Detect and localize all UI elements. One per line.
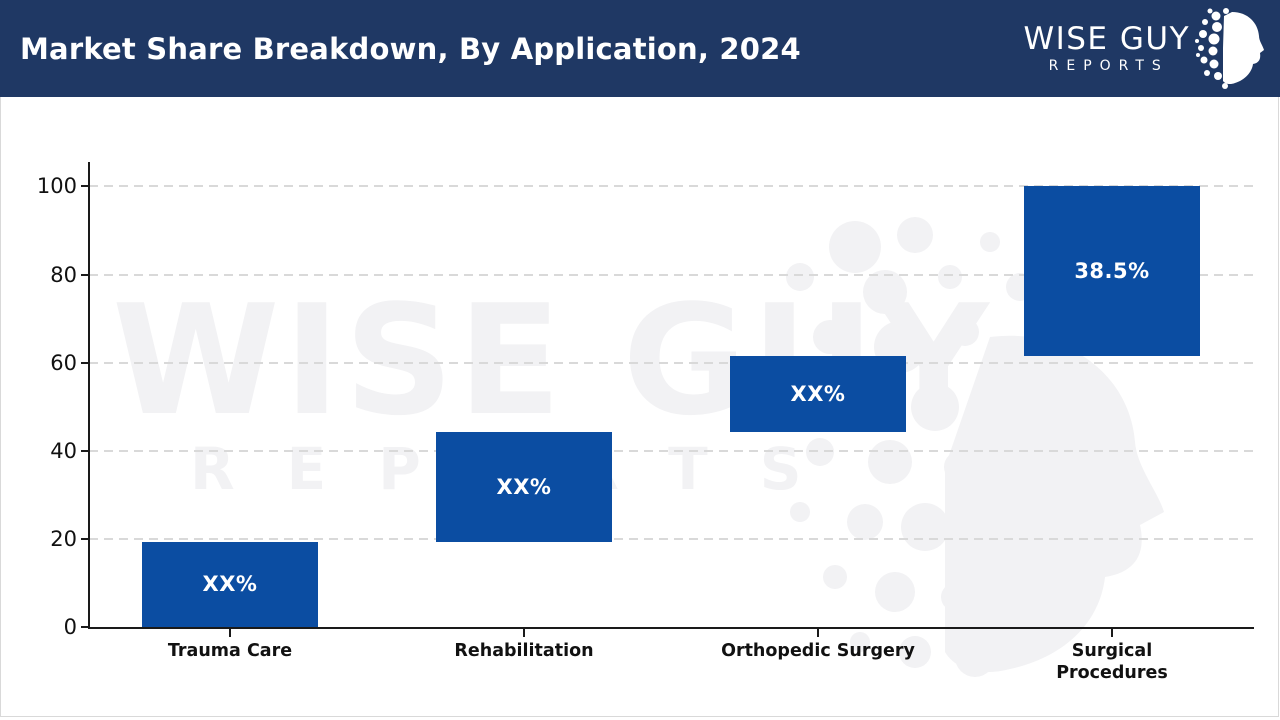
- bar-value-label-surgical-procedures: 38.5%: [1074, 259, 1150, 284]
- chart-title: Market Share Breakdown, By Application, …: [20, 31, 801, 66]
- gridline-20: [89, 537, 1254, 540]
- category-label-rehabilitation: Rehabilitation: [414, 640, 634, 662]
- y-tick-mark-20: [81, 537, 89, 540]
- gridline-60: [89, 361, 1254, 364]
- y-tick-mark-80: [81, 273, 89, 276]
- logo-head-icon: [1195, 7, 1264, 89]
- logo-wordmark: WISE GUY: [1023, 21, 1190, 58]
- wiseguy-logo: WISE GUY REPORTS: [1023, 7, 1280, 90]
- y-tick-label-20: 20: [50, 526, 77, 551]
- category-label-line: Rehabilitation: [454, 641, 594, 661]
- bar-surgical-procedures: 38.5%: [1024, 186, 1200, 357]
- bar-rehabilitation: XX%: [436, 432, 612, 542]
- y-axis-line: [88, 162, 90, 629]
- x-tick-mark-rehabilitation: [523, 629, 525, 637]
- y-tick-label-80: 80: [50, 262, 77, 287]
- y-tick-label-0: 0: [63, 615, 77, 639]
- bar-trauma-care: XX%: [142, 541, 318, 627]
- gridline-80: [89, 273, 1254, 276]
- logo-text: WISE GUY REPORTS: [1023, 23, 1190, 74]
- bar-value-label-orthopedic-surgery: XX%: [790, 382, 846, 407]
- gridline-40: [89, 449, 1254, 452]
- y-tick-mark-100: [81, 185, 89, 188]
- logo-subtext: REPORTS: [1048, 57, 1169, 74]
- category-label-line: Orthopedic Surgery: [721, 641, 915, 661]
- category-label-line: Surgical: [1071, 641, 1153, 661]
- header-bar: Market Share Breakdown, By Application, …: [0, 0, 1280, 97]
- category-label-trauma-care: Trauma Care: [120, 640, 340, 662]
- y-tick-label-60: 60: [50, 350, 77, 375]
- bar-value-label-rehabilitation: XX%: [496, 474, 552, 499]
- x-tick-mark-trauma-care: [229, 629, 231, 637]
- bar-orthopedic-surgery: XX%: [730, 356, 906, 433]
- y-tick-mark-40: [81, 449, 89, 452]
- y-tick-label-40: 40: [50, 438, 77, 463]
- gridline-100: [89, 185, 1254, 188]
- bar-value-label-trauma-care: XX%: [202, 572, 258, 597]
- category-label-surgical-procedures: Surgical Procedures: [1002, 640, 1222, 684]
- x-axis-line: [88, 627, 1254, 629]
- category-label-line: Trauma Care: [167, 641, 293, 661]
- category-label-line: Procedures: [1056, 663, 1168, 683]
- x-tick-mark-surgical-procedures: [1111, 629, 1113, 637]
- y-tick-label-100: 100: [36, 174, 77, 199]
- category-label-orthopedic-surgery: Orthopedic Surgery: [708, 640, 928, 662]
- y-tick-mark-60: [81, 361, 89, 364]
- x-tick-mark-orthopedic-surgery: [817, 629, 819, 637]
- y-tick-mark-0: [81, 626, 89, 628]
